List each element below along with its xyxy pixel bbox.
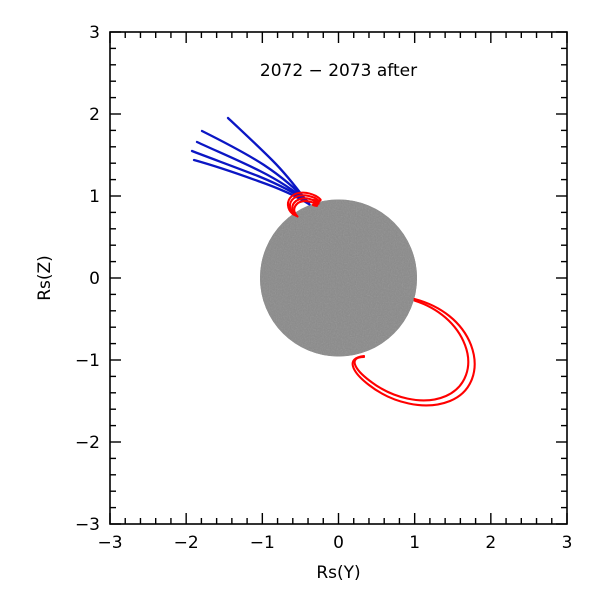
x-tick-label: −2 [174, 533, 199, 553]
x-tick-label: −1 [250, 533, 275, 553]
closed-loop-small-4 [293, 200, 319, 218]
closed-loops-small [286, 191, 322, 218]
y-axis-ticks-right [556, 31, 567, 525]
x-axis-ticks-top [109, 32, 568, 43]
y-tick-label: −3 [75, 515, 100, 535]
y-axis-label: Rs(Z) [35, 255, 55, 301]
x-tick-label: 3 [562, 533, 573, 553]
plot-title: 2072 − 2073 after [260, 61, 417, 81]
closed-loop-large-1 [351, 297, 476, 407]
y-tick-labels: −3 −2 −1 0 1 2 3 [75, 23, 100, 535]
closed-loop-large-2 [353, 299, 470, 402]
closed-loop-small-2 [288, 194, 321, 217]
y-tick-label: 0 [89, 269, 100, 289]
closed-loop-small-3 [291, 197, 320, 217]
y-axis-ticks [110, 31, 121, 525]
x-axis-label: Rs(Y) [316, 563, 360, 583]
y-tick-label: −2 [75, 433, 100, 453]
x-tick-label: 0 [333, 533, 344, 553]
y-tick-label: 2 [89, 105, 100, 125]
open-field-line-1 [226, 116, 307, 202]
y-tick-label: 3 [89, 23, 100, 43]
field-lines-group [190, 116, 476, 407]
closed-loop-small-1 [286, 191, 322, 216]
x-tick-labels: −3 −2 −1 0 1 2 3 [97, 533, 572, 553]
x-tick-label: −3 [97, 533, 122, 553]
x-axis-ticks [109, 513, 568, 524]
x-tick-label: 2 [485, 533, 496, 553]
solar-disk [260, 199, 417, 357]
open-field-line-3 [195, 140, 310, 204]
x-tick-label: 1 [409, 533, 420, 553]
closed-loops-large [351, 297, 476, 407]
open-field-line-2 [200, 129, 309, 203]
y-tick-label: −1 [75, 351, 100, 371]
y-tick-label: 1 [89, 187, 100, 207]
